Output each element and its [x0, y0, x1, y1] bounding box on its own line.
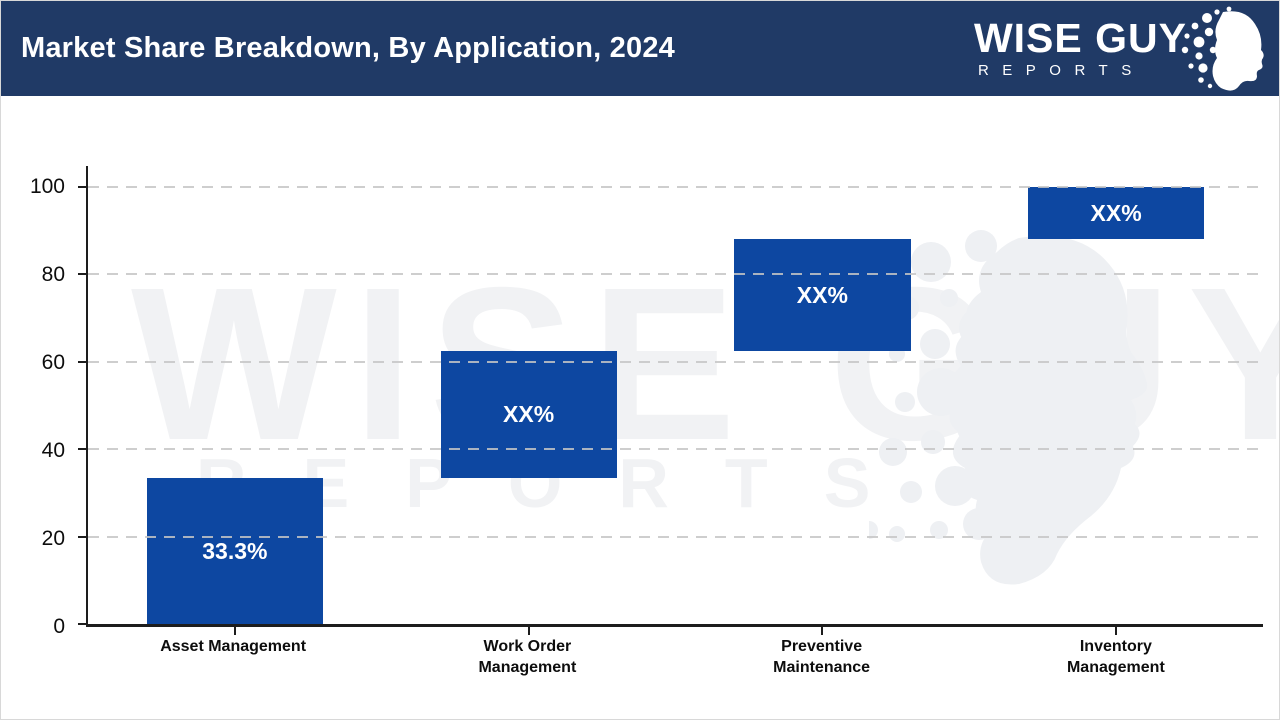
y-axis-tick [78, 273, 86, 276]
x-category-label-work-order-management: Work Order Management [478, 638, 577, 676]
x-axis-tick [527, 627, 530, 635]
gridline-80 [88, 273, 1263, 276]
brand-name: WISE GUY [973, 15, 1187, 61]
dotted-head-icon [1181, 6, 1264, 91]
y-tick-label-100: 100 [29, 175, 65, 199]
x-axis-tick [821, 627, 824, 635]
bar-inventory-management: XX% [1028, 186, 1205, 240]
bar-value-label-work-order-management: XX% [503, 401, 555, 428]
y-tick-label-80: 80 [41, 263, 65, 287]
gridline-60 [88, 360, 1263, 363]
y-tick-label-40: 40 [41, 439, 65, 463]
bar-value-label-asset-management: 33.3% [202, 537, 268, 564]
y-axis-tick [78, 185, 86, 188]
x-category-label-asset-management: Asset Management [160, 638, 307, 655]
y-axis-tick [78, 623, 86, 625]
y-axis-tick [78, 360, 86, 363]
page-title: Market Share Breakdown, By Application, … [21, 32, 675, 64]
header: Market Share Breakdown, By Application, … [1, 1, 1279, 96]
x-axis-labels: Asset Management Work Order Management Pre… [86, 637, 1263, 679]
y-axis-tick [78, 448, 86, 451]
x-category-label-preventive-maintenance: Preventive Maintenance [773, 638, 871, 676]
brand-logo: WISE GUY REPORTS [974, 1, 1265, 96]
brand-subtitle: REPORTS [977, 62, 1145, 79]
chart-area: WISE GUY REPORTS 33.3% XX% XX% XX% 0 20 40 60 8… [1, 96, 1279, 719]
gridline-100 [88, 185, 1263, 188]
bar-work-order-management: XX% [440, 350, 617, 479]
brand-logo-text: WISE GUY REPORTS [973, 15, 1187, 80]
x-category-label-inventory-management: Inventory Management [1066, 638, 1165, 676]
bar-preventive-maintenance: XX% [734, 239, 911, 351]
watermark-head-icon [869, 230, 1148, 585]
bar-value-label-preventive-maintenance: XX% [796, 281, 848, 308]
x-axis-tick [233, 627, 236, 635]
plot-area: 33.3% XX% XX% XX% [78, 166, 1263, 635]
gridline-20 [88, 535, 1263, 538]
y-tick-label-20: 20 [41, 527, 65, 551]
x-axis-tick [1115, 627, 1118, 635]
y-tick-label-0: 0 [53, 615, 65, 638]
y-axis-tick [78, 535, 86, 538]
y-axis-labels: 0 20 40 60 80 100 [1, 166, 79, 638]
y-tick-label-60: 60 [41, 351, 65, 375]
bar-asset-management: 33.3% [146, 478, 323, 624]
gridline-40 [88, 448, 1263, 451]
bar-value-label-inventory-management: XX% [1090, 199, 1142, 226]
